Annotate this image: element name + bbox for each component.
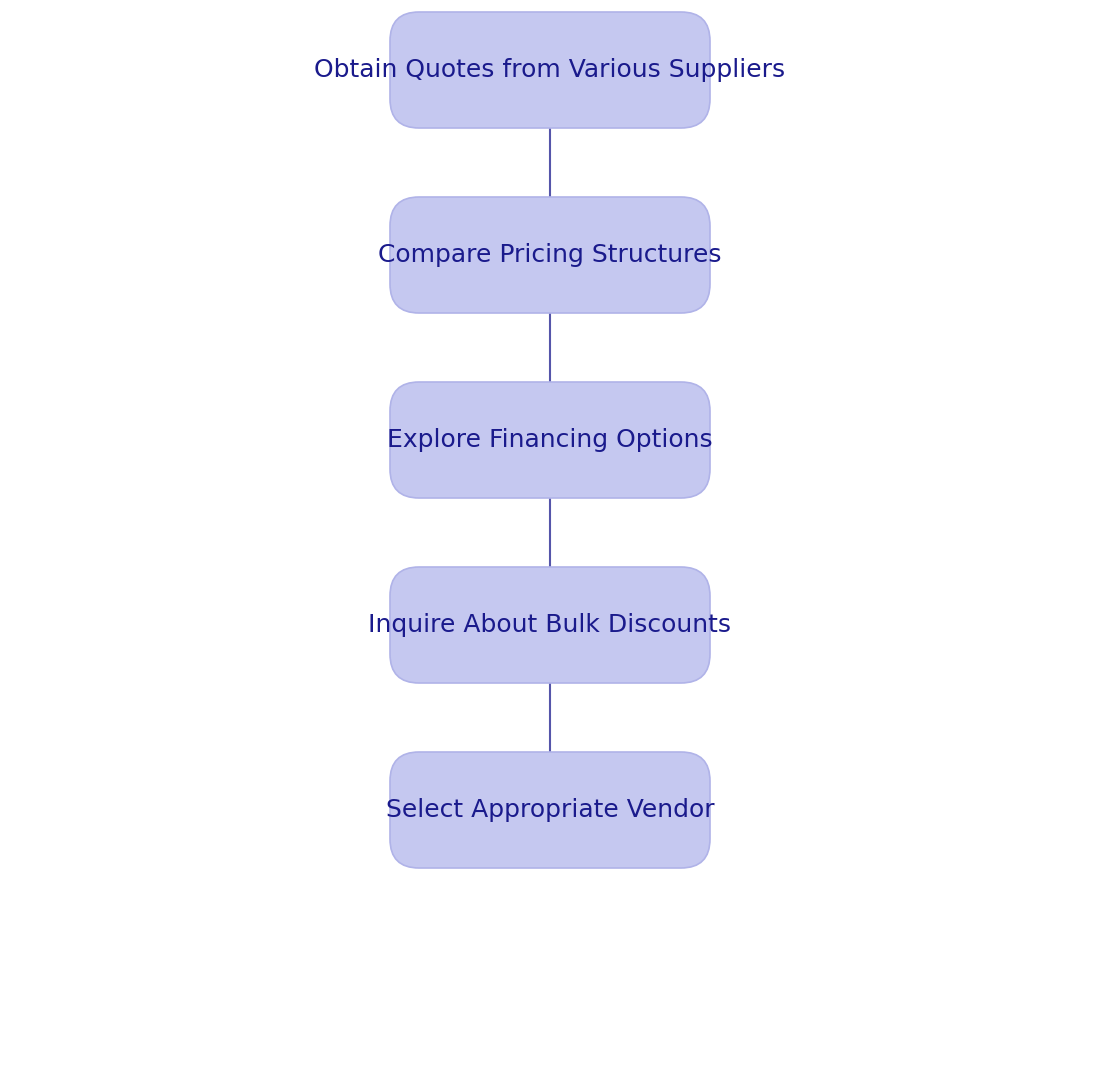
- FancyBboxPatch shape: [390, 567, 710, 683]
- Text: Inquire About Bulk Discounts: Inquire About Bulk Discounts: [368, 613, 732, 637]
- FancyBboxPatch shape: [390, 197, 710, 313]
- Text: Obtain Quotes from Various Suppliers: Obtain Quotes from Various Suppliers: [315, 58, 785, 82]
- Text: Compare Pricing Structures: Compare Pricing Structures: [378, 243, 722, 268]
- FancyBboxPatch shape: [390, 752, 710, 867]
- Text: Select Appropriate Vendor: Select Appropriate Vendor: [386, 798, 714, 822]
- Text: Explore Financing Options: Explore Financing Options: [387, 428, 713, 452]
- FancyBboxPatch shape: [390, 12, 710, 128]
- FancyBboxPatch shape: [390, 382, 710, 498]
